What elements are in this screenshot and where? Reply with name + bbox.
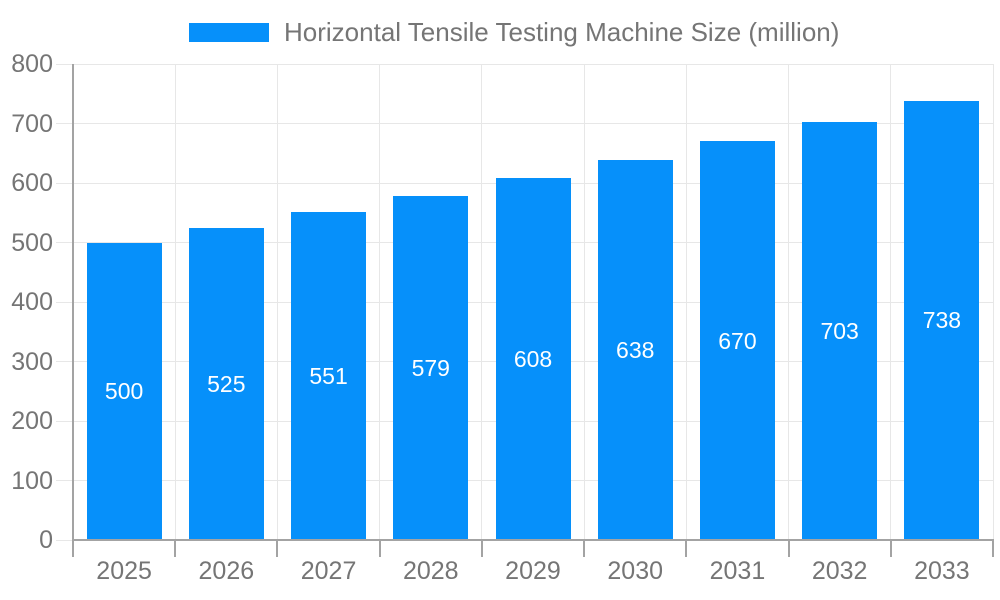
legend-swatch-icon bbox=[189, 23, 269, 42]
bar-value-label: 500 bbox=[104, 378, 144, 405]
bar-value-label: 608 bbox=[513, 346, 553, 373]
v-gridline bbox=[788, 64, 790, 540]
x-axis-tick-label: 2025 bbox=[96, 557, 152, 585]
v-gridline bbox=[685, 64, 687, 540]
x-tick-mark bbox=[787, 540, 790, 557]
y-axis-labels: 0 100 200 300 400 500 600 700 800 bbox=[0, 51, 53, 553]
bar-value-label: 525 bbox=[207, 370, 246, 397]
x-tick-mark bbox=[583, 540, 586, 557]
v-gridline bbox=[890, 64, 892, 540]
plot-area: 500 525 551 579 608 638 670 703 738 bbox=[56, 63, 994, 557]
x-tick-mark bbox=[992, 540, 994, 557]
y-axis-tick-label: 200 bbox=[11, 407, 53, 435]
v-gridline bbox=[583, 64, 585, 540]
y-axis-line bbox=[72, 64, 74, 557]
x-axis-tick-label: 2031 bbox=[709, 557, 766, 585]
v-gridline bbox=[992, 64, 994, 540]
y-axis-tick-label: 400 bbox=[11, 288, 53, 316]
v-gridline bbox=[481, 64, 483, 540]
x-axis-tick-label: 2028 bbox=[402, 557, 459, 585]
bar-value-label: 670 bbox=[718, 327, 757, 354]
y-tick-mark bbox=[56, 539, 73, 541]
x-tick-mark bbox=[685, 540, 688, 557]
bar-value-label: 579 bbox=[411, 354, 450, 381]
y-axis-tick-label: 700 bbox=[11, 109, 53, 138]
bar[interactable]: 579 bbox=[393, 195, 469, 540]
x-tick-mark bbox=[174, 540, 177, 557]
bar[interactable]: 638 bbox=[597, 160, 673, 540]
x-tick-mark bbox=[480, 540, 483, 557]
v-gridline bbox=[276, 64, 278, 540]
x-axis-tick-label: 2029 bbox=[505, 557, 561, 585]
y-axis-tick-label: 800 bbox=[11, 50, 53, 78]
h-gridline bbox=[56, 123, 993, 124]
bar-value-label: 703 bbox=[820, 317, 859, 344]
bar-value-label: 638 bbox=[616, 337, 655, 364]
x-axis-tick-label: 2027 bbox=[300, 557, 357, 585]
legend[interactable]: Horizontal Tensile Testing Machine Size … bbox=[189, 19, 839, 46]
x-axis-labels: 2025 2026 2027 2028 2029 2030 2031 2032 2033 bbox=[73, 557, 993, 587]
bar[interactable]: 608 bbox=[495, 178, 571, 540]
y-axis-tick-label: 100 bbox=[11, 466, 53, 495]
h-gridline bbox=[56, 63, 993, 65]
bar[interactable]: 525 bbox=[188, 227, 264, 540]
bar[interactable]: 670 bbox=[699, 141, 775, 540]
bar[interactable]: 551 bbox=[291, 212, 367, 540]
x-axis-tick-label: 2032 bbox=[811, 557, 868, 585]
x-tick-mark bbox=[378, 540, 381, 557]
y-axis-tick-label: 0 bbox=[39, 526, 53, 554]
x-axis-line bbox=[72, 539, 994, 541]
y-axis-tick-label: 500 bbox=[11, 228, 53, 257]
x-axis-tick-label: 2033 bbox=[914, 557, 970, 585]
v-gridline bbox=[174, 64, 176, 540]
bar-value-label: 551 bbox=[309, 363, 348, 390]
v-gridline bbox=[379, 64, 381, 540]
bar[interactable]: 500 bbox=[86, 242, 162, 540]
x-tick-mark bbox=[889, 540, 892, 557]
bar[interactable]: 703 bbox=[802, 121, 878, 540]
bar-value-label: 738 bbox=[922, 307, 962, 334]
x-tick-mark bbox=[276, 540, 279, 557]
x-axis-tick-label: 2030 bbox=[607, 557, 664, 585]
y-axis-tick-label: 300 bbox=[11, 347, 53, 376]
y-axis-tick-label: 600 bbox=[11, 169, 53, 197]
x-axis-tick-label: 2026 bbox=[198, 557, 255, 585]
legend-label: Horizontal Tensile Testing Machine Size … bbox=[284, 17, 840, 47]
bar[interactable]: 738 bbox=[904, 100, 980, 540]
